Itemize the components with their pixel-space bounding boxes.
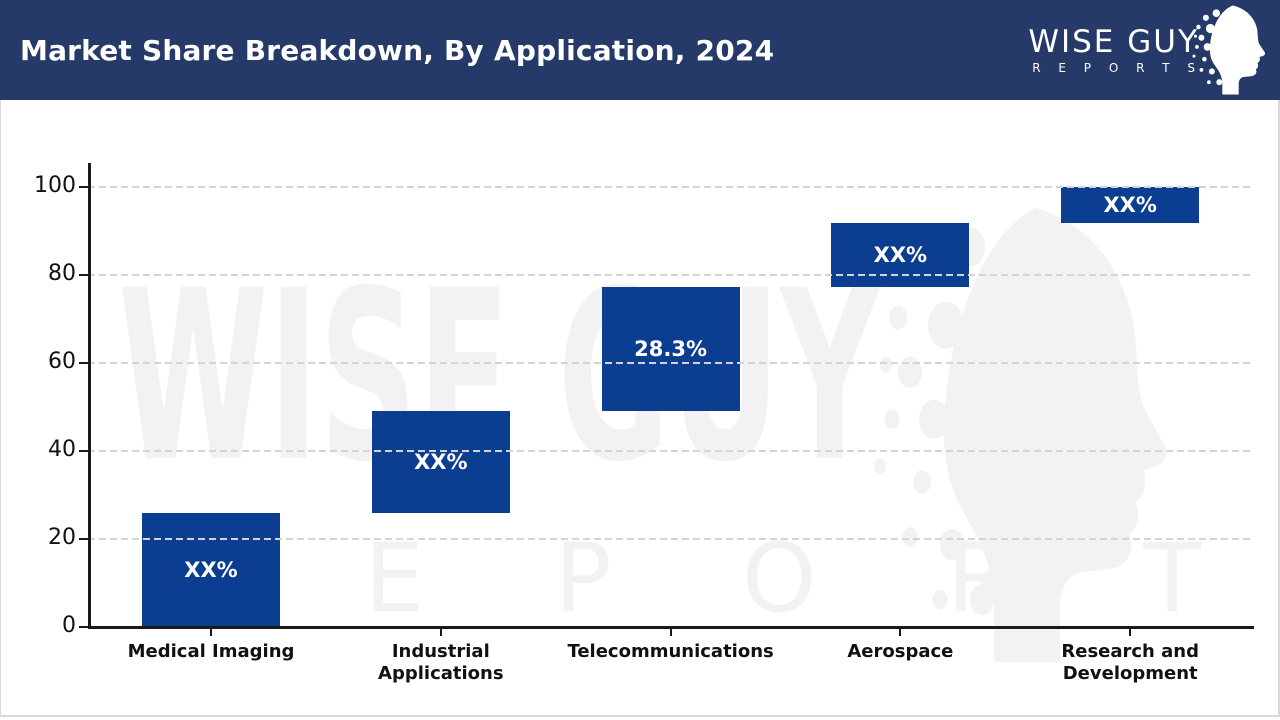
chart-title: Market Share Breakdown, By Application, … bbox=[20, 33, 775, 67]
y-gridline bbox=[88, 362, 1254, 364]
logo-text: WISE GUY R E P O R T S bbox=[1025, 25, 1202, 74]
bar: XX% bbox=[831, 223, 970, 287]
x-tick bbox=[439, 628, 442, 636]
y-gridline bbox=[88, 538, 1254, 540]
bar-value-label: XX% bbox=[414, 449, 468, 474]
wise-guy-reports-logo: WISE GUY R E P O R T S bbox=[1025, 4, 1270, 96]
x-category-label: Telecommunications bbox=[567, 641, 774, 662]
y-tick bbox=[79, 538, 88, 540]
bar: 28.3% bbox=[601, 286, 740, 411]
head-profile-logo-icon bbox=[1192, 5, 1266, 95]
logo-subtitle: R E P O R T S bbox=[1032, 60, 1202, 75]
logo-wordmark: WISE GUY bbox=[1028, 24, 1199, 61]
bar: XX% bbox=[1061, 187, 1200, 224]
x-tick bbox=[899, 628, 902, 636]
y-tick-label: 80 bbox=[48, 261, 76, 286]
x-category-label: Aerospace bbox=[847, 641, 954, 662]
y-tick bbox=[79, 274, 88, 276]
bar: XX% bbox=[142, 513, 280, 627]
x-tick bbox=[210, 628, 212, 636]
figure-border-bottom bbox=[0, 715, 1280, 717]
x-tick bbox=[669, 628, 672, 636]
bar-value-label: XX% bbox=[1103, 193, 1157, 218]
y-tick bbox=[79, 186, 88, 188]
y-axis bbox=[88, 163, 91, 629]
x-category-label: Research and Development bbox=[1061, 641, 1199, 684]
title-bar: Market Share Breakdown, By Application, … bbox=[0, 0, 1280, 100]
y-gridline bbox=[88, 274, 1254, 276]
y-tick-label: 100 bbox=[34, 173, 76, 198]
y-tick-label: 60 bbox=[48, 349, 76, 374]
y-tick-label: 0 bbox=[62, 613, 76, 638]
figure-border-left bbox=[0, 100, 1, 716]
y-tick bbox=[79, 450, 88, 452]
y-tick bbox=[79, 362, 88, 364]
figure-border-right bbox=[1278, 100, 1280, 716]
bar: XX% bbox=[371, 410, 510, 514]
y-tick-label: 20 bbox=[48, 525, 76, 550]
x-tick bbox=[1129, 628, 1132, 636]
y-tick-label: 40 bbox=[48, 437, 76, 462]
bar-value-label: XX% bbox=[184, 558, 238, 582]
x-category-label: Medical Imaging bbox=[127, 641, 295, 662]
bar-value-label: 28.3% bbox=[634, 336, 708, 361]
y-gridline bbox=[88, 450, 1254, 452]
x-category-label: Industrial Applications bbox=[378, 641, 504, 684]
y-tick bbox=[79, 626, 88, 628]
bar-value-label: XX% bbox=[873, 242, 928, 267]
x-axis bbox=[88, 626, 1254, 629]
chart-plot-area: WISE GUY R E P O R T S 020406080100XX%Me… bbox=[0, 100, 1280, 720]
y-gridline bbox=[88, 186, 1254, 188]
